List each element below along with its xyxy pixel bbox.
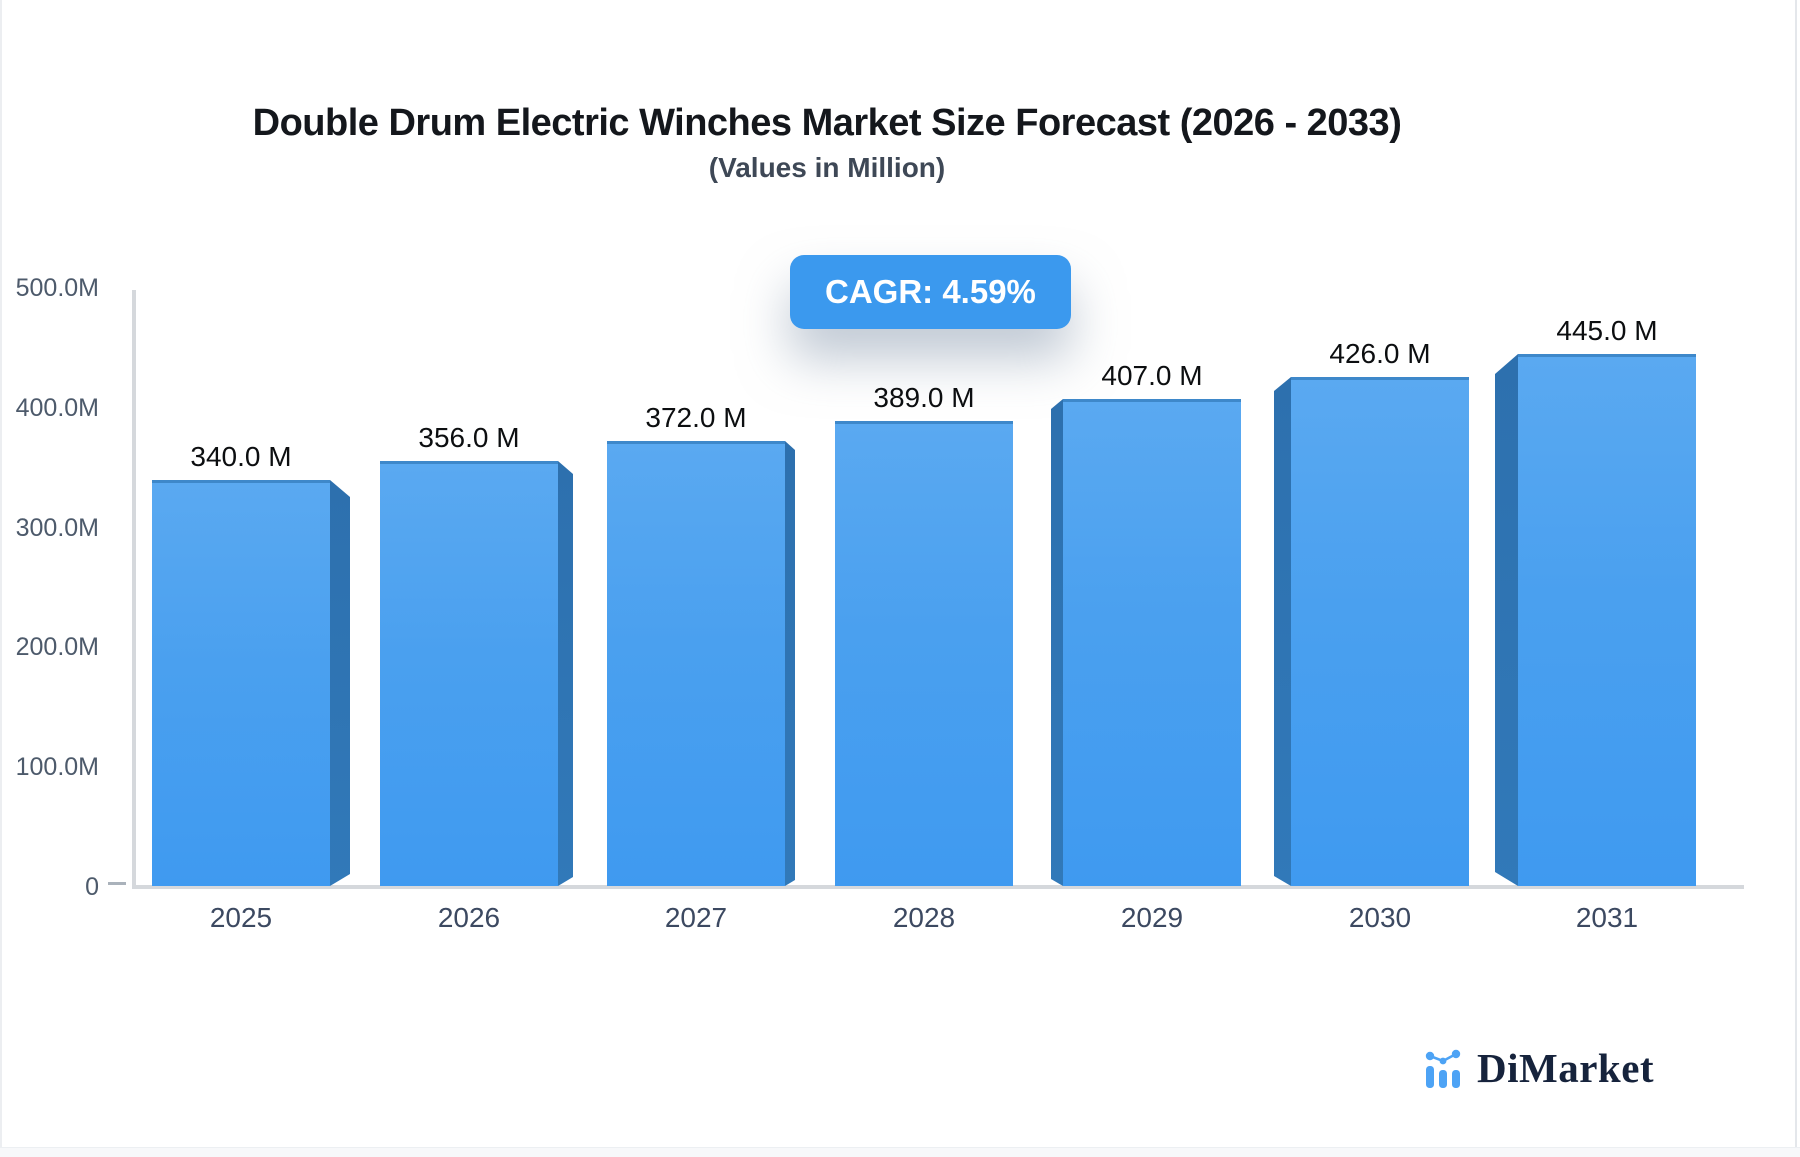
y-axis-label: 200.0M <box>15 633 99 662</box>
chart-subtitle: (Values in Million) <box>708 152 946 183</box>
bar-value-label: 426.0 M <box>1329 338 1431 369</box>
bar-2029[interactable] <box>1063 399 1241 886</box>
y-axis-label: 300.0M <box>15 513 99 542</box>
bar-side-face <box>1051 399 1063 886</box>
bar-side-face <box>1495 354 1518 886</box>
x-axis-label-2027: 2027 <box>664 902 728 933</box>
bar-2026[interactable] <box>380 461 558 886</box>
x-axis-label-2025: 2025 <box>209 902 273 933</box>
x-axis-label-2028: 2028 <box>892 902 956 933</box>
x-axis-label-2026: 2026 <box>437 902 501 933</box>
y-axis-line <box>132 290 136 889</box>
bar-side-face <box>330 480 350 886</box>
bar-2031[interactable] <box>1518 354 1696 886</box>
x-axis-label-2029: 2029 <box>1120 902 1184 933</box>
bar-value-label: 389.0 M <box>873 382 975 413</box>
x-axis-line <box>132 885 1744 889</box>
x-axis-label-2030: 2030 <box>1348 902 1412 933</box>
bar-value-label: 356.0 M <box>418 422 520 453</box>
bar-value-label: 340.0 M <box>190 441 292 472</box>
bar-2028[interactable] <box>835 421 1013 886</box>
chart-title: Double Drum Electric Winches Market Size… <box>252 102 1402 144</box>
bar-2027[interactable] <box>607 441 785 886</box>
bar-side-face <box>558 461 573 886</box>
y-axis-label: 500.0M <box>15 274 99 302</box>
bar-2025[interactable] <box>152 480 330 886</box>
dimarket-logo[interactable]: DiMarket <box>1423 1042 1654 1094</box>
bar-value-label: 445.0 M <box>1556 315 1658 346</box>
page-bottom-strip <box>0 1147 1800 1157</box>
y-axis-label: 0 <box>85 873 99 901</box>
bar-side-face <box>1274 377 1291 886</box>
y-axis-label: 100.0M <box>15 753 99 782</box>
bar-side-face <box>785 441 795 886</box>
y-axis-label: 400.0M <box>15 393 99 422</box>
x-axis-label-2031: 2031 <box>1575 902 1639 933</box>
cagr-badge: CAGR: 4.59% <box>790 255 1071 329</box>
logo-text: DiMarket <box>1477 1045 1655 1091</box>
bar-2030[interactable] <box>1291 377 1469 886</box>
mini-bar-line-chart-icon <box>1425 1049 1461 1088</box>
zero-tick-mark <box>108 882 126 885</box>
bar-value-label: 372.0 M <box>645 402 747 433</box>
bar-value-label: 407.0 M <box>1101 360 1203 391</box>
